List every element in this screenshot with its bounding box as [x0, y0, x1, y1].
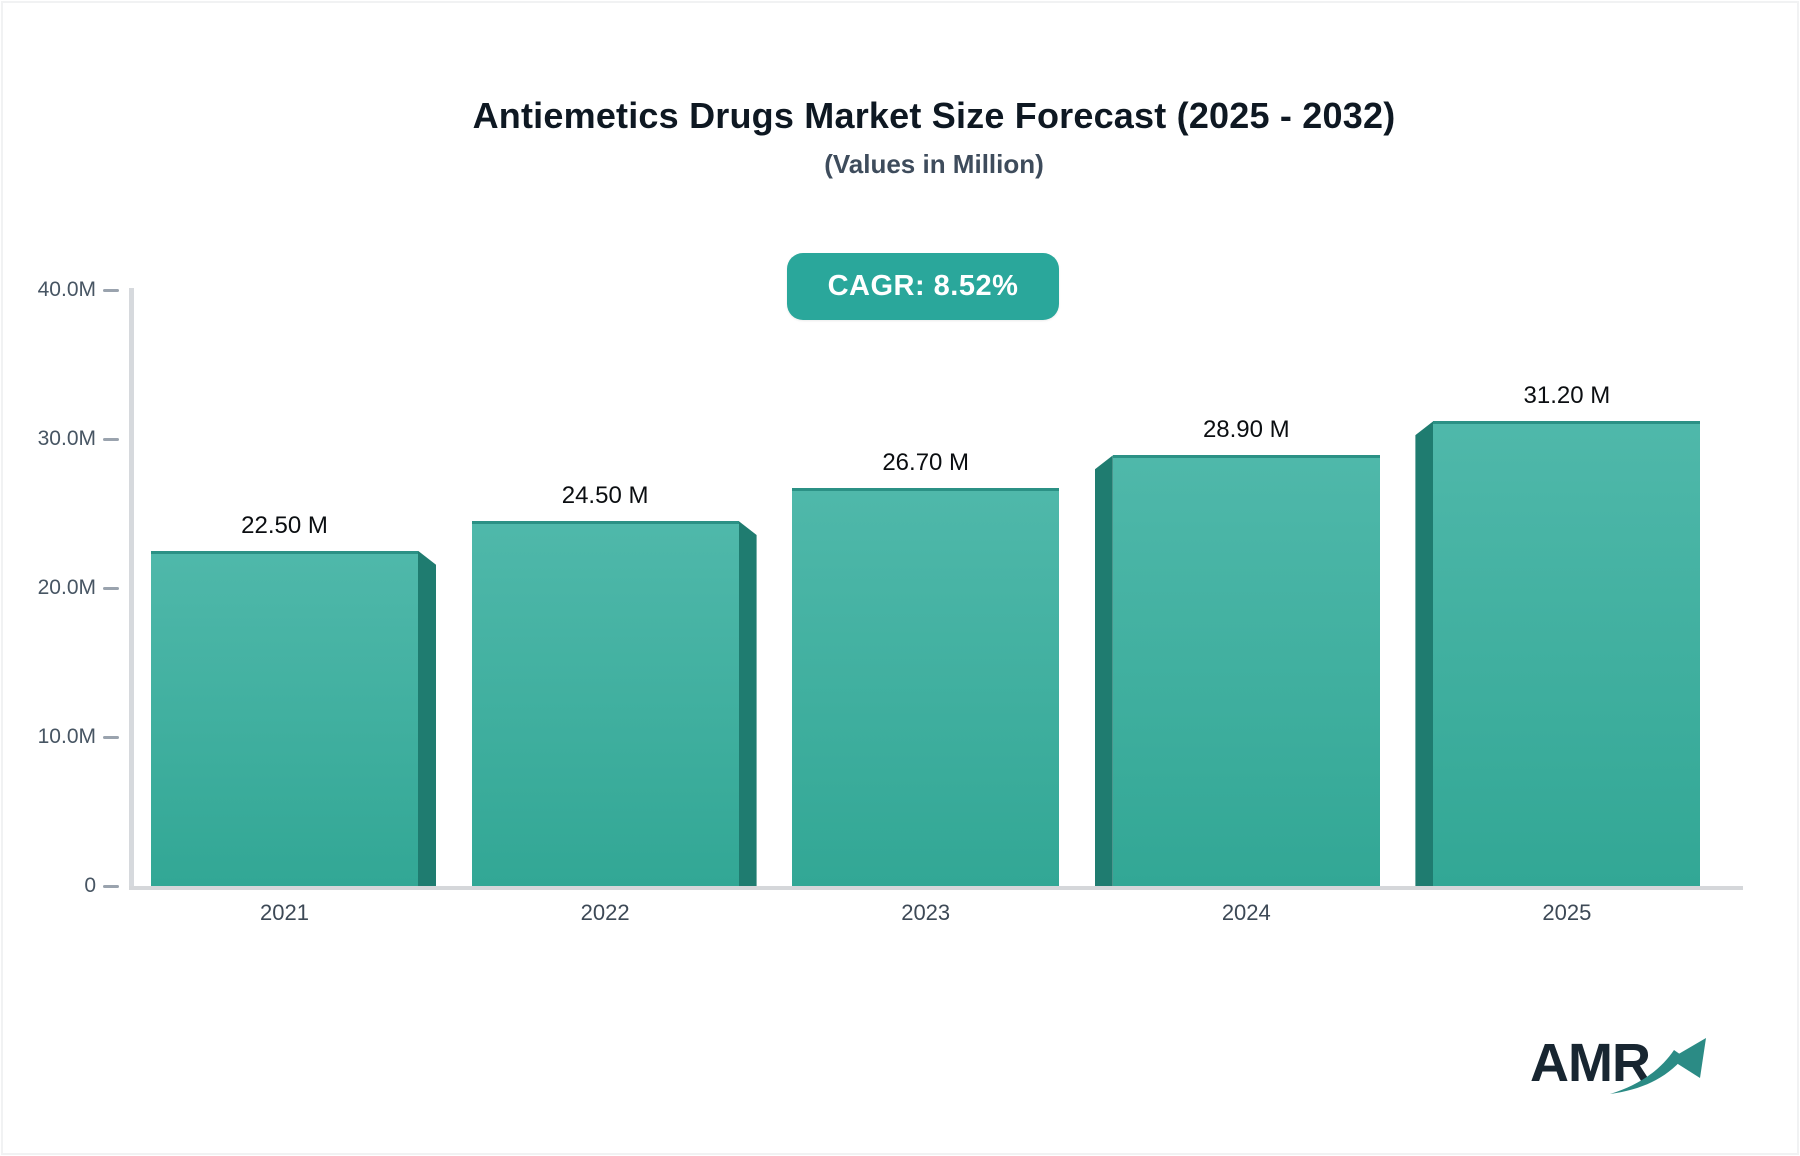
bar-2025 — [1433, 421, 1701, 886]
y-tick-mark — [103, 438, 119, 441]
bar-value-label: 28.90 M — [1202, 416, 1290, 444]
amr-logo: AMR — [1530, 1032, 1760, 1112]
y-tick-mark — [103, 736, 119, 739]
bar-side-face-right — [738, 520, 757, 886]
x-axis-baseline — [129, 886, 1743, 890]
y-tick-label: 40.0M — [37, 278, 96, 301]
y-tick-label: 30.0M — [37, 427, 96, 450]
bar-side-face-left — [1415, 421, 1434, 886]
y-axis-line — [129, 288, 134, 888]
x-axis-label-2022: 2022 — [580, 900, 630, 925]
cagr-badge: CAGR: 8.52% — [787, 253, 1059, 320]
logo-growth-arrow-icon — [1610, 1038, 1706, 1094]
bar-2023 — [792, 488, 1060, 886]
y-tick-mark — [103, 587, 119, 590]
bar-2022 — [471, 520, 739, 886]
y-tick-label: 0 — [84, 874, 96, 897]
y-tick-mark — [103, 289, 119, 292]
amr-logo-text: AMR — [1530, 1033, 1651, 1093]
chart-title: Antiemetics Drugs Market Size Forecast (… — [472, 95, 1396, 136]
bar-value-label: 22.50 M — [241, 511, 328, 539]
x-axis-label-2025: 2025 — [1542, 900, 1592, 925]
cagr-badge-label: CAGR: 8.52% — [827, 270, 1019, 302]
x-axis-label-2024: 2024 — [1221, 900, 1271, 925]
bar-value-label: 26.70 M — [882, 449, 970, 477]
bar-2021 — [151, 550, 418, 886]
chart-subtitle: (Values in Million) — [824, 149, 1044, 179]
y-tick-label: 10.0M — [37, 725, 96, 748]
bar-2024 — [1112, 455, 1380, 886]
bar-side-face-right — [418, 550, 436, 886]
x-axis-label-2023: 2023 — [901, 900, 951, 925]
bar-value-label: 24.50 M — [561, 481, 649, 509]
x-axis-label-2021: 2021 — [260, 900, 309, 925]
bar-value-label: 31.20 M — [1523, 382, 1611, 410]
bar-side-face-left — [1094, 455, 1113, 886]
y-tick-label: 20.0M — [37, 576, 96, 599]
y-tick-mark — [103, 885, 119, 888]
